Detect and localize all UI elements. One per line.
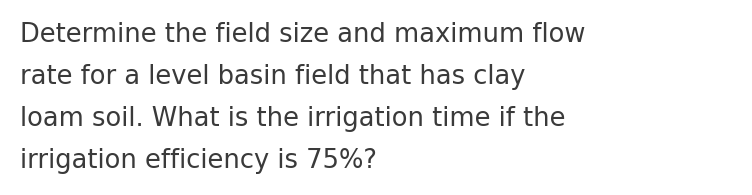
Text: loam soil. What is the irrigation time if the: loam soil. What is the irrigation time i…: [20, 106, 566, 132]
Text: Determine the field size and maximum flow: Determine the field size and maximum flo…: [20, 22, 585, 48]
Text: rate for a level basin field that has clay: rate for a level basin field that has cl…: [20, 64, 526, 90]
Text: irrigation efficiency is 75%?: irrigation efficiency is 75%?: [20, 148, 377, 174]
